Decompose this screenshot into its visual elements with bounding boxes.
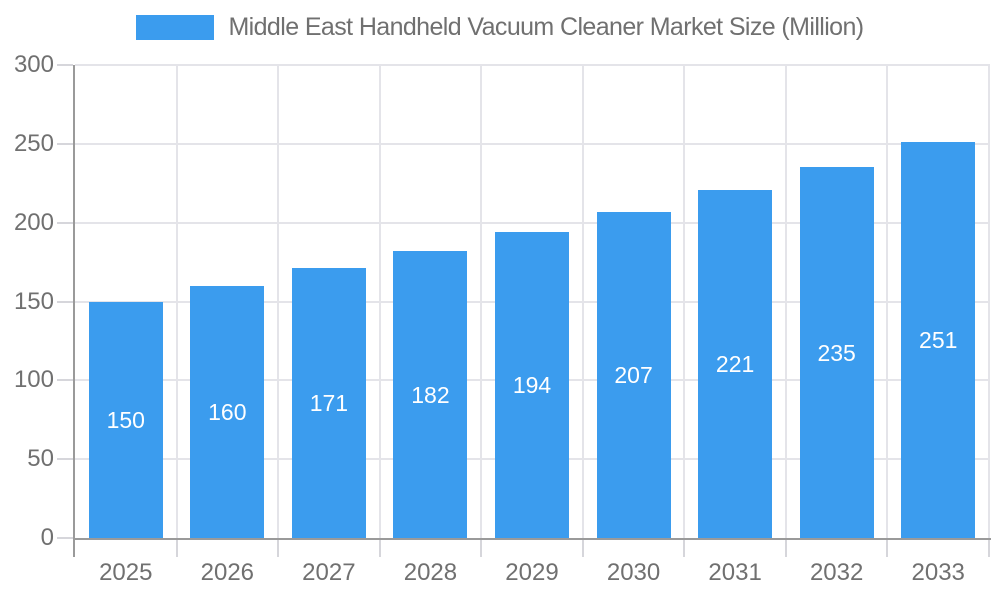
y-axis-tick [57, 379, 73, 382]
x-axis-tick-label: 2029 [505, 559, 559, 586]
y-axis-tick [57, 221, 73, 224]
y-axis-tick-label: 200 [13, 208, 54, 236]
legend-swatch-icon [136, 15, 215, 40]
x-axis-tick [886, 540, 889, 557]
x-axis-tick [378, 540, 381, 557]
x-gridline [683, 65, 686, 538]
x-axis-tick-label: 2026 [200, 559, 255, 586]
bar-value-label: 235 [817, 339, 856, 366]
x-axis-tick [683, 540, 686, 557]
y-axis-tick-label: 250 [13, 129, 54, 157]
x-axis-tick [480, 540, 483, 557]
chart-title: Middle East Handheld Vacuum Cleaner Mark… [228, 13, 864, 41]
y-gridline [75, 142, 990, 145]
y-gridline [75, 64, 990, 66]
y-axis-tick [57, 142, 73, 145]
bar-value-label: 251 [919, 327, 958, 354]
y-axis-tick-label: 300 [13, 51, 54, 78]
x-axis-tick-label: 2028 [403, 559, 458, 586]
y-axis-tick [57, 64, 73, 66]
y-axis-line [73, 65, 75, 557]
legend-item[interactable]: Middle East Handheld Vacuum Cleaner Mark… [136, 13, 864, 42]
bar-2030[interactable] [596, 211, 671, 538]
y-axis-tick [57, 300, 73, 303]
y-gridline [75, 221, 990, 224]
x-axis-tick-label: 2025 [99, 559, 153, 586]
bar-value-label: 150 [106, 406, 145, 433]
x-gridline [886, 65, 889, 538]
bar-2029[interactable] [495, 232, 569, 538]
y-axis-tick [57, 537, 73, 539]
x-gridline [277, 65, 280, 538]
y-axis-tick-label: 50 [27, 445, 54, 473]
x-axis-tick [277, 540, 280, 557]
x-axis-tick [581, 540, 584, 557]
x-axis-line [73, 538, 991, 540]
x-axis-tick [988, 540, 990, 557]
bar-2033[interactable] [901, 142, 976, 538]
bar-2032[interactable] [799, 167, 874, 538]
y-axis-tick-label: 0 [40, 524, 54, 551]
bar-2028[interactable] [393, 251, 468, 538]
x-axis-tick-label: 2032 [809, 559, 864, 586]
bar-value-label: 221 [715, 350, 755, 377]
bar-value-label: 182 [411, 381, 450, 408]
bar-2025[interactable] [88, 301, 163, 538]
x-axis-tick-label: 2027 [302, 559, 356, 586]
x-gridline [480, 65, 483, 538]
y-axis-tick-label: 100 [13, 366, 54, 394]
bar-2031[interactable] [698, 189, 773, 538]
x-axis-tick-label: 2033 [911, 559, 965, 586]
bar-2026[interactable] [190, 285, 265, 538]
x-gridline [581, 65, 584, 538]
x-axis-tick [175, 540, 178, 557]
x-axis-tick-label: 2031 [708, 559, 762, 586]
x-gridline [988, 65, 990, 538]
y-axis-tick-label: 150 [13, 287, 54, 315]
x-gridline [784, 65, 787, 538]
x-gridline [378, 65, 381, 538]
bar-value-label: 194 [512, 372, 552, 399]
x-axis-tick-label: 2030 [606, 559, 661, 586]
bar-value-label: 160 [208, 398, 247, 425]
bar-2027[interactable] [291, 268, 366, 538]
x-gridline [175, 65, 178, 538]
y-axis-tick [57, 458, 73, 461]
x-axis-tick [784, 540, 787, 557]
bar-value-label: 171 [309, 390, 349, 417]
legend: Middle East Handheld Vacuum Cleaner Mark… [0, 13, 1000, 42]
bar-value-label: 207 [614, 361, 653, 388]
